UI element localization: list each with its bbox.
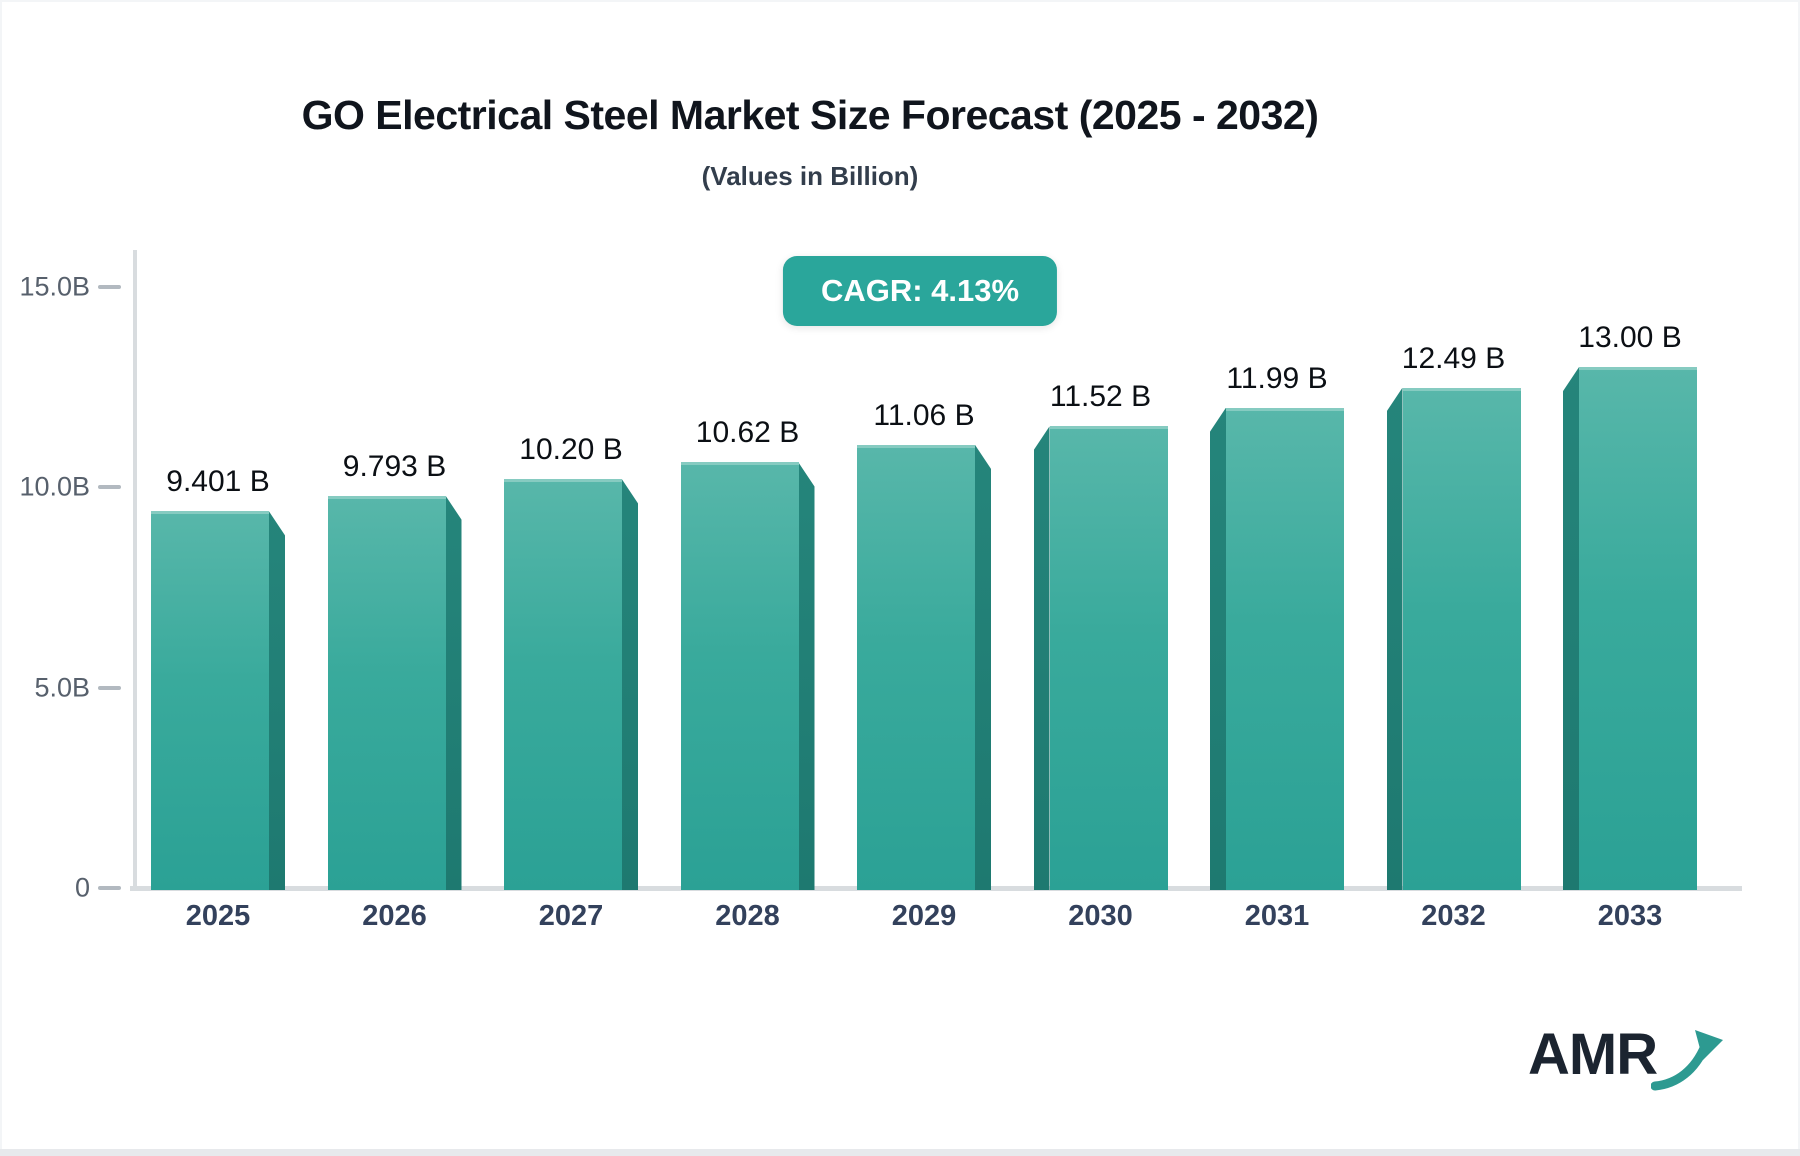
chart-header: GO Electrical Steel Market Size Forecast… bbox=[0, 92, 1620, 192]
x-axis-category-label: 2026 bbox=[362, 900, 427, 932]
y-axis-line bbox=[133, 250, 137, 890]
bar-value-label: 12.49 B bbox=[1401, 341, 1506, 375]
amr-logo: AMR bbox=[1528, 1026, 1725, 1092]
x-axis-category-label: 2025 bbox=[185, 900, 251, 932]
bar-side-panel bbox=[1386, 387, 1403, 890]
bar-value-label: 11.06 B bbox=[873, 398, 975, 432]
bar-value-label: 10.62 B bbox=[695, 416, 800, 450]
bar-side-panel bbox=[622, 479, 638, 890]
bar bbox=[1049, 426, 1168, 890]
y-axis-tick-label: 10.0B bbox=[19, 471, 90, 502]
x-axis-category-label: 2030 bbox=[1068, 900, 1133, 932]
amr-logo-text: AMR bbox=[1528, 1022, 1658, 1087]
bar-value-label: 11.99 B bbox=[1226, 361, 1328, 395]
y-axis-tick-mark bbox=[98, 485, 121, 490]
x-axis-category-label: 2032 bbox=[1421, 900, 1486, 932]
bar-side-panel bbox=[975, 444, 991, 890]
bar bbox=[504, 479, 622, 890]
y-axis-tick-mark bbox=[98, 886, 121, 890]
bar bbox=[1226, 407, 1344, 890]
bar bbox=[151, 511, 269, 890]
footer-strip bbox=[0, 1149, 1800, 1156]
bar-side-panel bbox=[1033, 426, 1050, 890]
y-axis-tick-label: 15.0B bbox=[19, 271, 90, 302]
chart-title: GO Electrical Steel Market Size Forecast… bbox=[301, 92, 1319, 138]
bar bbox=[327, 495, 446, 890]
x-axis-category-label: 2027 bbox=[538, 900, 604, 932]
bar bbox=[857, 444, 975, 890]
bar-side-panel bbox=[1210, 407, 1226, 890]
bar-value-label: 9.793 B bbox=[342, 449, 447, 483]
bar-side-panel bbox=[269, 511, 285, 890]
bar-value-label: 9.401 B bbox=[166, 465, 270, 499]
bar bbox=[1402, 387, 1521, 890]
growth-arrow-icon bbox=[1651, 1030, 1724, 1091]
bar bbox=[680, 462, 799, 890]
x-axis-category-label: 2028 bbox=[715, 900, 780, 932]
y-axis-tick-label: 5.0B bbox=[34, 672, 90, 703]
bar-value-label: 10.20 B bbox=[519, 433, 623, 467]
bar-side-panel bbox=[1563, 367, 1579, 890]
cagr-badge: CAGR: 4.13% bbox=[782, 256, 1058, 326]
bar-side-panel bbox=[445, 495, 462, 890]
chart-subtitle: (Values in Billion) bbox=[701, 161, 919, 191]
y-axis-tick-label: 0 bbox=[74, 872, 90, 903]
x-axis-category-label: 2031 bbox=[1244, 900, 1310, 932]
y-axis-tick-mark bbox=[98, 685, 121, 690]
y-axis-tick-mark bbox=[98, 285, 121, 289]
bar-side-panel bbox=[798, 462, 815, 890]
bar-value-label: 11.52 B bbox=[1049, 380, 1152, 414]
x-axis-category-label: 2033 bbox=[1597, 900, 1663, 932]
bar bbox=[1579, 367, 1697, 890]
bar-value-label: 13.00 B bbox=[1578, 321, 1682, 355]
x-axis-category-label: 2029 bbox=[891, 900, 957, 932]
